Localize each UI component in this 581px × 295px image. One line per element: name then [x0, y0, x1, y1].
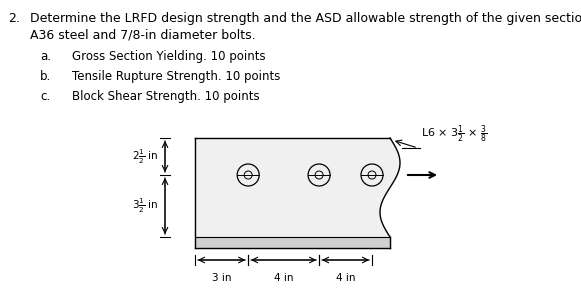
- Text: 2$\frac{1}{2}$ in: 2$\frac{1}{2}$ in: [131, 147, 158, 166]
- Text: A36 steel and 7/8-in diameter bolts.: A36 steel and 7/8-in diameter bolts.: [30, 28, 256, 41]
- Text: 4 in: 4 in: [274, 273, 293, 283]
- Text: Gross Section Yielding. 10 points: Gross Section Yielding. 10 points: [72, 50, 266, 63]
- Text: Determine the LRFD design strength and the ASD allowable strength of the given s: Determine the LRFD design strength and t…: [30, 12, 581, 25]
- Text: 3$\frac{1}{2}$ in: 3$\frac{1}{2}$ in: [131, 197, 158, 215]
- Text: Block Shear Strength. 10 points: Block Shear Strength. 10 points: [72, 90, 260, 103]
- Text: 3 in: 3 in: [212, 273, 231, 283]
- Text: L6 $\times$ 3$\frac{1}{2}$ $\times$ $\frac{3}{8}$: L6 $\times$ 3$\frac{1}{2}$ $\times$ $\fr…: [421, 124, 487, 145]
- Text: b.: b.: [40, 70, 51, 83]
- Polygon shape: [195, 237, 390, 248]
- Text: 2.: 2.: [8, 12, 20, 25]
- Text: 4 in: 4 in: [336, 273, 356, 283]
- Polygon shape: [195, 138, 400, 237]
- Text: Tensile Rupture Strength. 10 points: Tensile Rupture Strength. 10 points: [72, 70, 281, 83]
- Text: c.: c.: [40, 90, 50, 103]
- Text: a.: a.: [40, 50, 51, 63]
